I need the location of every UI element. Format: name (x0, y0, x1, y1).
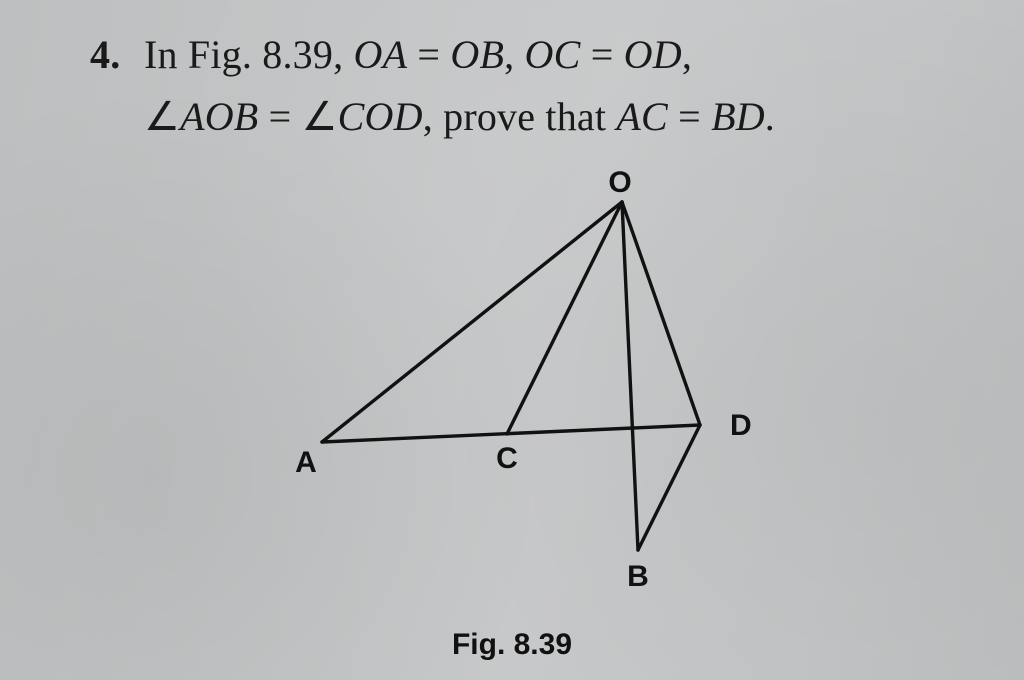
period: . (765, 94, 775, 139)
eq: = (258, 94, 301, 139)
problem-number: 4. (90, 24, 144, 86)
figure-caption: Fig. 8.39 (0, 628, 1024, 662)
angle-symbol: ∠ (144, 94, 180, 139)
eq: = (407, 32, 450, 77)
var-oa: OA (353, 32, 407, 77)
point-label-c: C (496, 442, 518, 475)
point-label-a: A (295, 446, 317, 479)
geometry-diagram: OABCD (262, 172, 782, 602)
comma2: , (682, 32, 692, 77)
text-prefix: In Fig. 8.39, (144, 32, 353, 77)
point-label-b: B (627, 560, 649, 593)
var-oc: OC (525, 32, 581, 77)
point-label-d: D (730, 409, 752, 442)
var-ob: OB (450, 32, 504, 77)
page: 4.In Fig. 8.39, OA = OB, OC = OD, ∠AOB =… (0, 0, 1024, 680)
problem-line-2: ∠AOB = ∠COD, prove that AC = BD. (144, 86, 984, 148)
prove-text: , prove that (423, 94, 617, 139)
comma: , (504, 32, 524, 77)
point-label-o: O (608, 166, 631, 199)
diagram-edges (322, 202, 700, 550)
var-bd: BD (711, 94, 765, 139)
var-ac: AC (616, 94, 668, 139)
var-od: OD (624, 32, 682, 77)
eq: = (581, 32, 624, 77)
figure: OABCD (262, 172, 782, 602)
angle-symbol: ∠ (302, 94, 338, 139)
eq: = (668, 94, 711, 139)
var-aob: AOB (180, 94, 258, 139)
problem-line-1: 4.In Fig. 8.39, OA = OB, OC = OD, (90, 24, 984, 86)
problem-text: 4.In Fig. 8.39, OA = OB, OC = OD, ∠AOB =… (90, 24, 984, 148)
var-cod: COD (338, 94, 423, 139)
